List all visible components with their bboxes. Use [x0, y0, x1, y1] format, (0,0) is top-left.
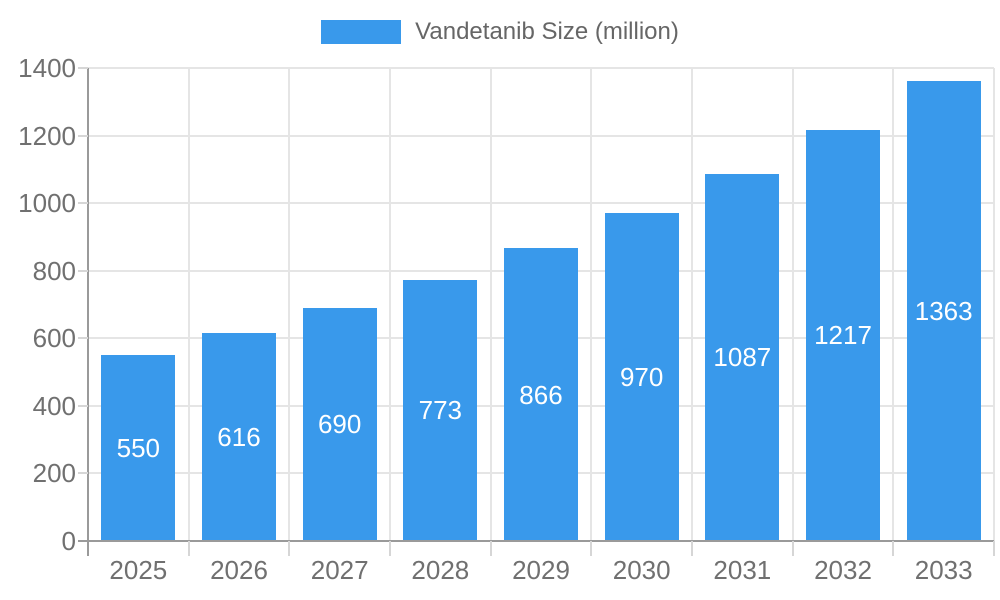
bar-value-label: 550 — [116, 433, 161, 464]
bar-layer: 550 616 690 773 866 970 1087 1217 1363 — [88, 68, 994, 541]
x-axis-label: 2028 — [411, 555, 470, 585]
bar-2028[interactable]: 773 — [403, 279, 478, 541]
bar-2026[interactable]: 616 — [202, 332, 276, 541]
gridline-vertical — [187, 68, 190, 541]
y-axis-label: 200 — [32, 458, 76, 489]
y-axis-label: 1000 — [18, 188, 76, 219]
plot-area: 550 616 690 773 866 970 1087 1217 1363 — [78, 67, 995, 556]
chart-legend[interactable]: Vandetanib Size (million) — [0, 18, 1000, 46]
x-axis-tick — [892, 541, 895, 556]
x-axis-label: 2033 — [914, 555, 973, 585]
x-axis-tick — [187, 541, 190, 556]
gridline-vertical — [791, 68, 794, 541]
y-axis-label: 0 — [61, 526, 76, 556]
y-axis-label: 400 — [32, 390, 76, 421]
bar-2030[interactable]: 970 — [604, 213, 679, 541]
legend-label: Vandetanib Size (million) — [415, 18, 679, 45]
x-axis-label: 2025 — [109, 555, 168, 585]
bar-value-label: 1363 — [914, 295, 973, 326]
y-axis-tick — [78, 67, 88, 69]
y-axis-tick — [78, 337, 88, 340]
x-axis-line — [78, 540, 994, 542]
gridline-horizontal — [88, 202, 994, 205]
x-axis-tick — [389, 541, 391, 556]
x-axis-label: 2027 — [310, 555, 369, 585]
x-axis-label: 2026 — [210, 555, 268, 585]
x-axis-tick — [691, 541, 693, 556]
bar-value-label: 1087 — [713, 342, 772, 373]
gridline-vertical — [489, 68, 492, 541]
y-axis-tick — [78, 269, 88, 272]
y-axis-tick — [78, 134, 88, 137]
bar-2025[interactable]: 550 — [101, 355, 176, 541]
y-axis-tick — [78, 472, 88, 475]
bar-value-label: 616 — [217, 421, 261, 452]
gridline-vertical — [389, 68, 391, 541]
bar-2032[interactable]: 1217 — [806, 129, 880, 541]
x-axis-label: 2031 — [713, 555, 772, 585]
gridline-horizontal — [88, 67, 994, 69]
y-axis-tick — [78, 404, 88, 407]
y-axis-label: 600 — [32, 323, 76, 354]
bar-value-label: 866 — [519, 379, 563, 410]
x-axis-tick — [489, 541, 492, 556]
gridline-vertical — [288, 68, 291, 541]
bar-value-label: 1217 — [814, 320, 872, 351]
bar-value-label: 970 — [619, 362, 664, 393]
bar-2029[interactable]: 866 — [504, 248, 578, 541]
bar-2027[interactable]: 690 — [302, 307, 377, 541]
y-axis-tick — [78, 202, 88, 205]
x-axis-label: 2030 — [612, 555, 671, 585]
y-axis-line — [87, 68, 89, 556]
bar-2031[interactable]: 1087 — [705, 173, 780, 541]
bar-2033[interactable]: 1363 — [906, 80, 981, 541]
legend-swatch — [321, 20, 402, 44]
gridline-vertical — [892, 68, 895, 541]
y-axis-label: 800 — [32, 255, 76, 286]
gridline-horizontal — [88, 134, 994, 137]
x-axis-tick — [993, 541, 995, 556]
bar-value-label: 690 — [317, 409, 362, 440]
bar-value-label: 773 — [418, 395, 463, 426]
x-axis-tick — [791, 541, 794, 556]
x-axis-label: 2032 — [814, 555, 872, 585]
x-axis-tick — [590, 541, 593, 556]
gridline-vertical — [590, 68, 593, 541]
x-axis-label: 2029 — [512, 555, 570, 585]
y-axis-label: 1400 — [18, 53, 76, 83]
x-axis-tick — [288, 541, 291, 556]
gridline-vertical — [691, 68, 693, 541]
y-axis-label: 1200 — [18, 120, 76, 151]
gridline-vertical — [993, 68, 995, 541]
